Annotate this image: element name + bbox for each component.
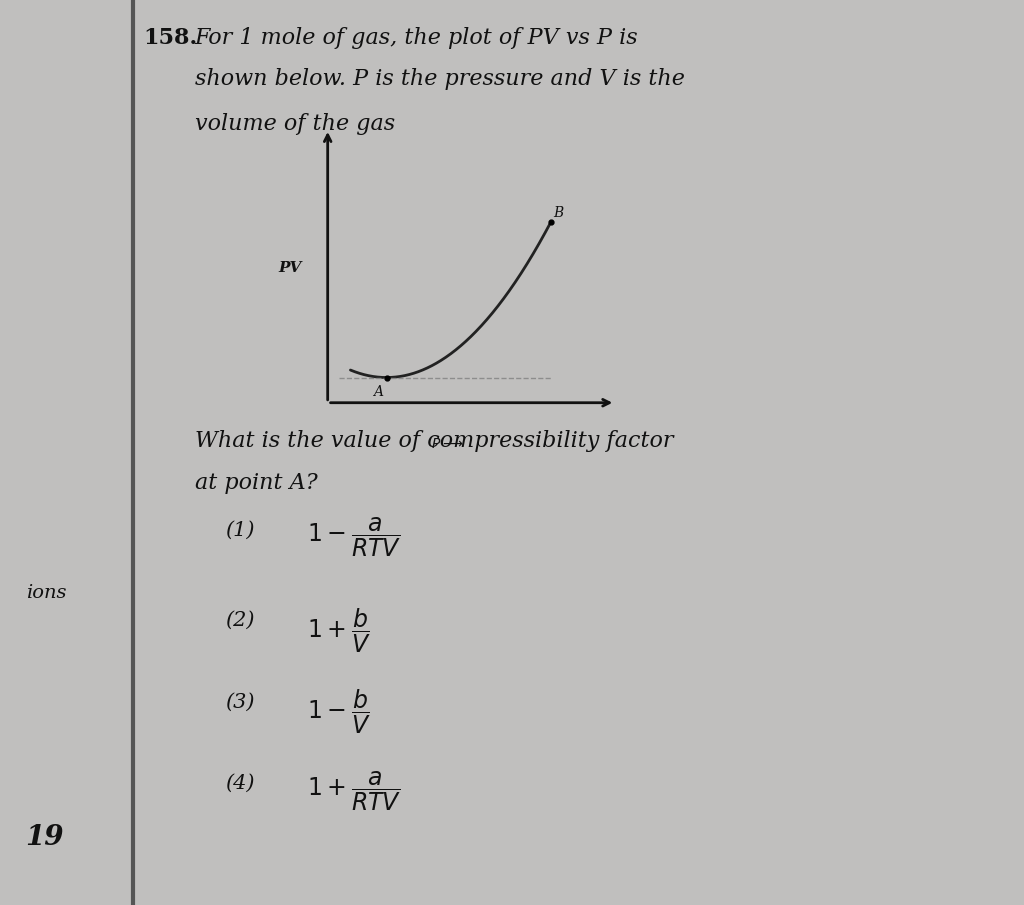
Text: PV: PV	[279, 262, 302, 275]
Text: shown below. P is the pressure and V is the: shown below. P is the pressure and V is …	[195, 68, 684, 90]
Text: $P\longrightarrow$: $P\longrightarrow$	[431, 437, 464, 451]
Text: For 1 mole of gas, the plot of PV vs P is: For 1 mole of gas, the plot of PV vs P i…	[195, 27, 638, 49]
Text: at point A?: at point A?	[195, 472, 317, 494]
Text: A: A	[373, 386, 383, 399]
Text: 158.: 158.	[143, 27, 198, 49]
Text: volume of the gas: volume of the gas	[195, 113, 394, 135]
Text: (4): (4)	[225, 774, 255, 793]
Text: ions: ions	[26, 584, 67, 602]
Text: (3): (3)	[225, 692, 255, 711]
Text: $1 + \dfrac{b}{V}$: $1 + \dfrac{b}{V}$	[307, 606, 371, 654]
Text: What is the value of compressibility factor: What is the value of compressibility fac…	[195, 430, 673, 452]
Text: $1 + \dfrac{a}{RTV}$: $1 + \dfrac{a}{RTV}$	[307, 769, 401, 813]
Text: $1 - \dfrac{a}{RTV}$: $1 - \dfrac{a}{RTV}$	[307, 516, 401, 559]
Text: (1): (1)	[225, 520, 255, 539]
Text: B: B	[553, 206, 563, 221]
Text: $1 - \dfrac{b}{V}$: $1 - \dfrac{b}{V}$	[307, 688, 371, 736]
Text: (2): (2)	[225, 611, 255, 630]
Text: 19: 19	[26, 824, 65, 851]
